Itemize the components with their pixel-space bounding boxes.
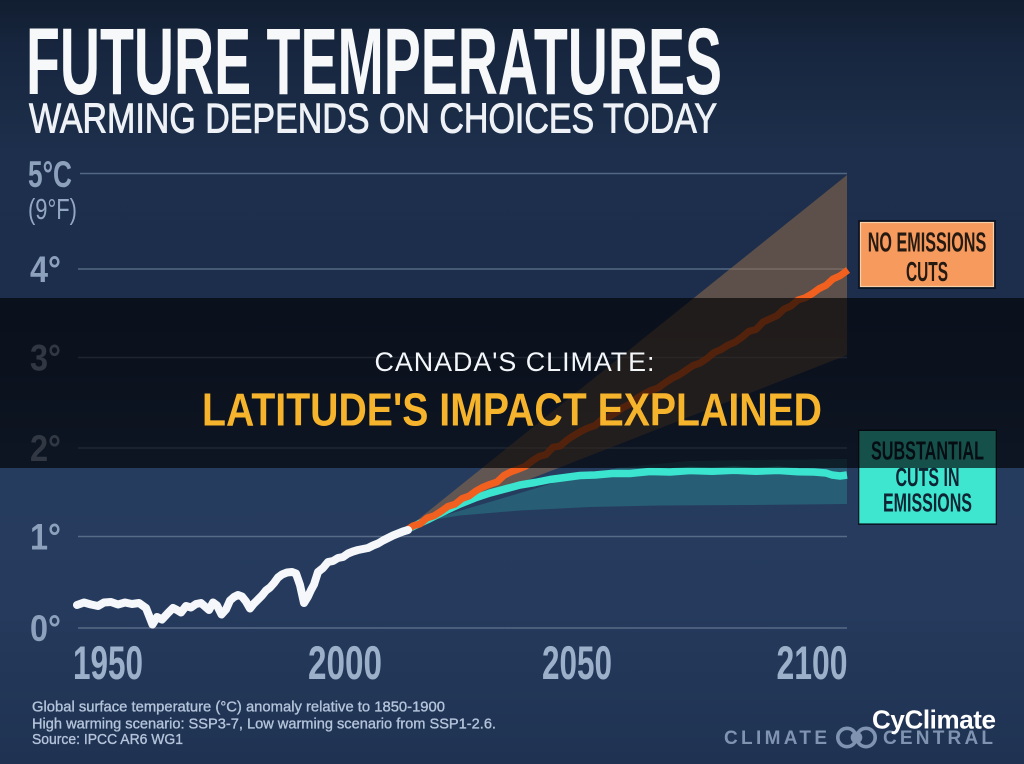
svg-text:CANADA'S CLIMATE:: CANADA'S CLIMATE: bbox=[375, 347, 656, 377]
svg-text:4°: 4° bbox=[30, 249, 61, 290]
svg-text:0°: 0° bbox=[30, 608, 61, 649]
svg-text:(9°F): (9°F) bbox=[28, 194, 77, 226]
svg-text:CUTS: CUTS bbox=[906, 256, 948, 287]
svg-text:EMISSIONS: EMISSIONS bbox=[883, 488, 972, 518]
svg-text:CyClimate: CyClimate bbox=[872, 705, 996, 735]
svg-text:1950: 1950 bbox=[73, 636, 143, 689]
svg-text:1°: 1° bbox=[30, 517, 61, 558]
svg-text:5°C: 5°C bbox=[28, 154, 72, 195]
svg-text:2100: 2100 bbox=[777, 636, 848, 689]
svg-text:CLIMATE: CLIMATE bbox=[724, 728, 827, 749]
svg-text:CENTRAL: CENTRAL bbox=[883, 728, 993, 749]
svg-text:2000: 2000 bbox=[308, 636, 382, 689]
svg-text:NO EMISSIONS: NO EMISSIONS bbox=[868, 226, 987, 257]
svg-text:Global surface temperature (°C: Global surface temperature (°C) anomaly … bbox=[32, 699, 445, 716]
svg-text:FUTURE TEMPERATURES: FUTURE TEMPERATURES bbox=[26, 9, 722, 115]
svg-text:High warming scenario: SSP3-7,: High warming scenario: SSP3-7, Low warmi… bbox=[32, 716, 496, 733]
svg-text:WARMING DEPENDS ON CHOICES TOD: WARMING DEPENDS ON CHOICES TODAY bbox=[29, 95, 717, 142]
svg-text:2050: 2050 bbox=[542, 636, 612, 689]
svg-text:LATITUDE'S IMPACT EXPLAINED: LATITUDE'S IMPACT EXPLAINED bbox=[202, 384, 822, 436]
svg-text:Source: IPCC AR6 WG1: Source: IPCC AR6 WG1 bbox=[32, 731, 183, 748]
